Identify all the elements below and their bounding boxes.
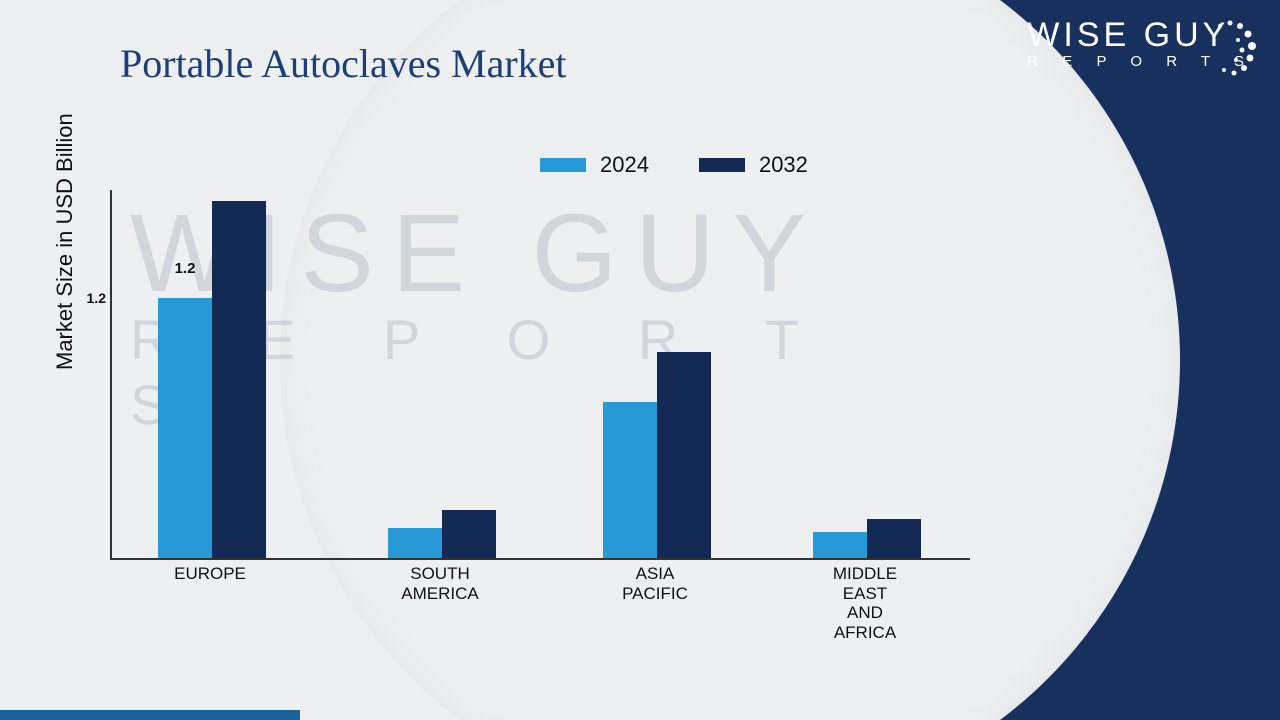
category-label-south_america: SOUTH AMERICA — [401, 564, 478, 603]
brand-dots-icon — [1200, 18, 1260, 78]
legend-swatch-2032 — [699, 158, 745, 172]
legend-swatch-2024 — [540, 158, 586, 172]
legend: 2024 2032 — [540, 152, 808, 178]
category-label-asia_pacific: ASIA PACIFIC — [622, 564, 688, 603]
legend-label-2032: 2032 — [759, 152, 808, 178]
legend-item-2024: 2024 — [540, 152, 649, 178]
bar-meafrica-2024 — [813, 532, 867, 558]
bar-asia_pacific-2032 — [657, 352, 711, 558]
chart-title: Portable Autoclaves Market — [120, 40, 567, 87]
legend-item-2032: 2032 — [699, 152, 808, 178]
brand-logo: WISE GUY R E P O R T S — [1027, 16, 1254, 70]
bar-group-meafrica — [813, 519, 921, 558]
y-tick-label: 1.2 — [87, 290, 106, 306]
y-axis-label: Market Size in USD Billion — [52, 113, 78, 370]
category-label-meafrica: MIDDLE EAST AND AFRICA — [833, 564, 897, 642]
bar-europe-2024 — [158, 298, 212, 558]
bar-asia_pacific-2024 — [603, 402, 657, 558]
bar-group-south_america — [388, 510, 496, 558]
legend-label-2024: 2024 — [600, 152, 649, 178]
category-label-europe: EUROPE — [174, 564, 246, 584]
chart-slide: WISE GUY R E P O R T S Portable Autoclav… — [0, 0, 1280, 720]
bar-south_america-2024 — [388, 528, 442, 558]
chart-plot: 1.21.2 — [110, 190, 970, 560]
bar-europe-2032 — [212, 201, 266, 558]
bar-group-asia_pacific — [603, 352, 711, 558]
bar-meafrica-2032 — [867, 519, 921, 558]
bottom-stripe — [0, 710, 300, 720]
bar-south_america-2032 — [442, 510, 496, 558]
bar-group-europe — [158, 201, 266, 558]
